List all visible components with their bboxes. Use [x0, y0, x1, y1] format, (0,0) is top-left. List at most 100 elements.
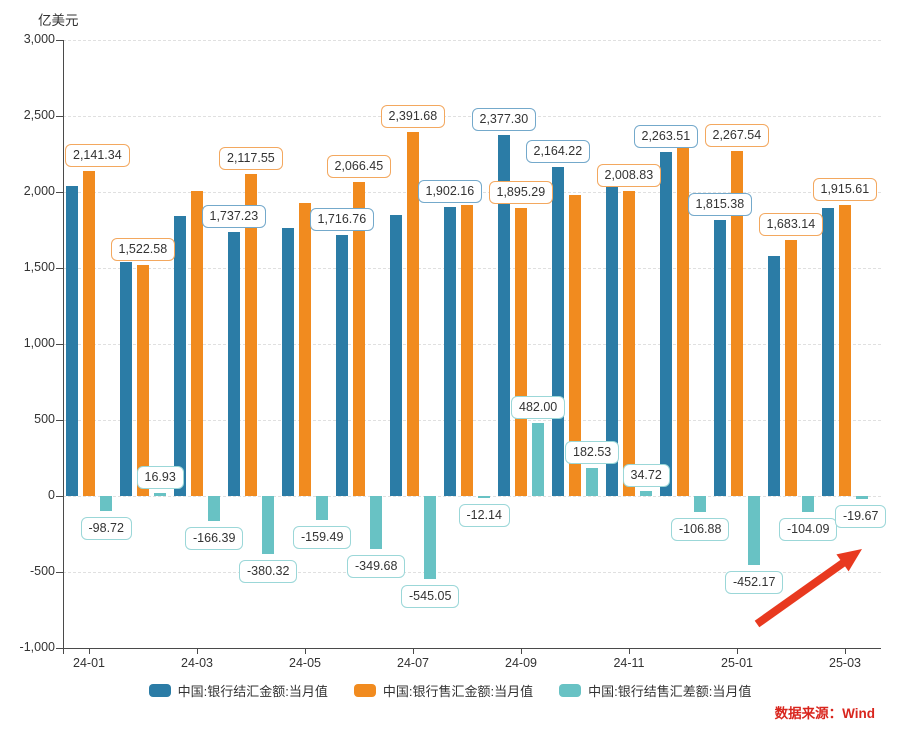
- x-tick-label: 25-01: [721, 656, 753, 670]
- bar-中国:银行结汇金额:当月值-24-11: [606, 185, 618, 496]
- data-label: 1,716.76: [309, 208, 375, 232]
- gridline: [63, 40, 881, 41]
- data-label: 2,066.45: [326, 154, 392, 178]
- legend: 中国:银行结汇金额:当月值 中国:银行售汇金额:当月值 中国:银行结售汇差额:当月值: [0, 681, 900, 700]
- bar-中国:银行结售汇差额:当月值-24-04: [262, 496, 274, 554]
- data-label: 1,902.16: [417, 179, 483, 203]
- legend-swatch-icon: [353, 684, 376, 697]
- data-label: -98.72: [80, 517, 132, 540]
- x-tick-mark: [737, 648, 738, 654]
- data-label: -12.14: [458, 503, 510, 527]
- data-label: -159.49: [293, 526, 352, 550]
- x-tick-label: 25-03: [829, 656, 861, 670]
- data-label: 2,164.22: [525, 140, 591, 164]
- legend-item-2: 中国:银行结售汇差额:当月值: [559, 681, 751, 700]
- bar-中国:银行售汇金额:当月值-24-05: [299, 203, 311, 496]
- data-label: 2,117.55: [219, 147, 283, 171]
- bar-中国:银行结售汇差额:当月值-24-09: [532, 422, 544, 496]
- y-tick-mark: [56, 268, 63, 269]
- bar-中国:银行结汇金额:当月值-24-04: [228, 231, 240, 496]
- y-axis-line: [63, 40, 64, 648]
- x-tick-label: 24-07: [397, 656, 429, 670]
- bar-中国:银行售汇金额:当月值-25-02: [785, 240, 797, 496]
- bar-中国:银行结售汇差额:当月值-24-11: [640, 490, 652, 496]
- bar-中国:银行售汇金额:当月值-24-02: [137, 264, 149, 496]
- data-source-label: 数据来源：Wind: [774, 706, 875, 721]
- y-tick-mark: [56, 344, 63, 345]
- y-tick-label: 2,500: [23, 108, 55, 122]
- bar-中国:银行结售汇差额:当月值-24-12: [694, 496, 706, 513]
- data-label: 2,008.83: [596, 163, 662, 187]
- y-tick-label: 1,000: [23, 336, 55, 350]
- data-label: -19.67: [835, 504, 887, 528]
- legend-swatch-icon: [559, 684, 582, 697]
- y-tick-label: 0: [48, 488, 55, 502]
- bar-中国:银行结汇金额:当月值-24-01: [66, 185, 78, 496]
- bar-中国:银行结汇金额:当月值-24-08: [444, 206, 456, 496]
- y-tick-mark: [56, 192, 63, 193]
- bar-中国:银行结汇金额:当月值-24-09: [498, 134, 510, 496]
- bar-中国:银行结售汇差额:当月值-24-07: [424, 496, 436, 579]
- data-label: 2,263.51: [633, 124, 699, 148]
- y-tick-mark: [56, 648, 63, 649]
- x-tick-label: 24-11: [613, 656, 645, 670]
- bar-中国:银行结汇金额:当月值-25-03: [822, 207, 834, 496]
- x-tick-mark: [197, 648, 198, 654]
- bar-中国:银行结汇金额:当月值-24-06: [336, 235, 348, 496]
- bar-中国:银行结汇金额:当月值-25-01: [714, 220, 726, 496]
- bar-中国:银行结汇金额:当月值-24-12: [660, 151, 672, 496]
- data-label: 1,915.61: [812, 177, 878, 201]
- bar-中国:银行结售汇差额:当月值-24-03: [208, 496, 220, 522]
- bar-中国:银行售汇金额:当月值-24-08: [461, 205, 473, 496]
- legend-item-1: 中国:银行售汇金额:当月值: [353, 681, 534, 700]
- bar-中国:银行售汇金额:当月值-24-12: [677, 135, 689, 496]
- x-tick-label: 24-01: [73, 656, 105, 670]
- bar-中国:银行结售汇差额:当月值-24-06: [370, 496, 382, 550]
- bar-中国:银行结售汇差额:当月值-24-02: [154, 493, 166, 496]
- x-tick-label: 24-05: [289, 656, 321, 670]
- bar-中国:银行售汇金额:当月值-24-11: [623, 190, 635, 496]
- data-label: 1,895.29: [488, 180, 554, 204]
- bar-中国:银行结汇金额:当月值-24-02: [120, 261, 132, 496]
- x-tick-label: 24-09: [505, 656, 537, 670]
- legend-label: 中国:银行结售汇差额:当月值: [588, 684, 752, 699]
- bar-中国:银行售汇金额:当月值-24-01: [83, 170, 95, 496]
- data-label: -545.05: [401, 584, 460, 608]
- y-tick-mark: [56, 116, 63, 117]
- x-tick-mark: [629, 648, 630, 654]
- bar-中国:银行结售汇差额:当月值-25-03: [856, 496, 868, 499]
- data-label: 16.93: [136, 466, 184, 490]
- bar-中国:银行结售汇差额:当月值-24-01: [100, 496, 112, 511]
- x-axis-line: [63, 648, 881, 649]
- data-label: 182.53: [565, 441, 620, 465]
- x-tick-label: 24-03: [181, 656, 213, 670]
- data-label: 2,267.54: [704, 124, 770, 148]
- data-label: 482.00: [511, 395, 566, 419]
- y-tick-mark: [56, 572, 63, 573]
- x-tick-mark: [413, 648, 414, 654]
- legend-label: 中国:银行售汇金额:当月值: [382, 684, 534, 699]
- bar-中国:银行售汇金额:当月值-24-10: [569, 194, 581, 496]
- data-label: 34.72: [622, 463, 670, 487]
- bar-中国:银行售汇金额:当月值-24-06: [353, 181, 365, 496]
- bar-中国:银行结售汇差额:当月值-24-05: [316, 496, 328, 521]
- legend-swatch-icon: [148, 684, 171, 697]
- bar-中国:银行售汇金额:当月值-25-03: [839, 204, 851, 496]
- data-label: -166.39: [185, 527, 244, 551]
- x-tick-mark: [845, 648, 846, 654]
- data-label: 1,522.58: [110, 237, 176, 261]
- bar-中国:银行结售汇差额:当月值-24-10: [586, 468, 598, 496]
- bar-中国:银行售汇金额:当月值-25-01: [731, 151, 743, 496]
- x-tick-mark: [89, 648, 90, 654]
- y-tick-label: -500: [29, 564, 55, 578]
- data-label: 2,391.68: [380, 105, 446, 129]
- y-tick-mark: [56, 496, 63, 497]
- data-label: 2,377.30: [471, 107, 537, 131]
- bar-中国:银行结汇金额:当月值-24-10: [552, 167, 564, 496]
- y-axis-unit-label: 亿美元: [38, 13, 79, 28]
- y-tick-mark: [56, 40, 63, 41]
- data-label: 2,141.34: [65, 143, 130, 167]
- bar-中国:银行结售汇差额:当月值-25-02: [802, 496, 814, 512]
